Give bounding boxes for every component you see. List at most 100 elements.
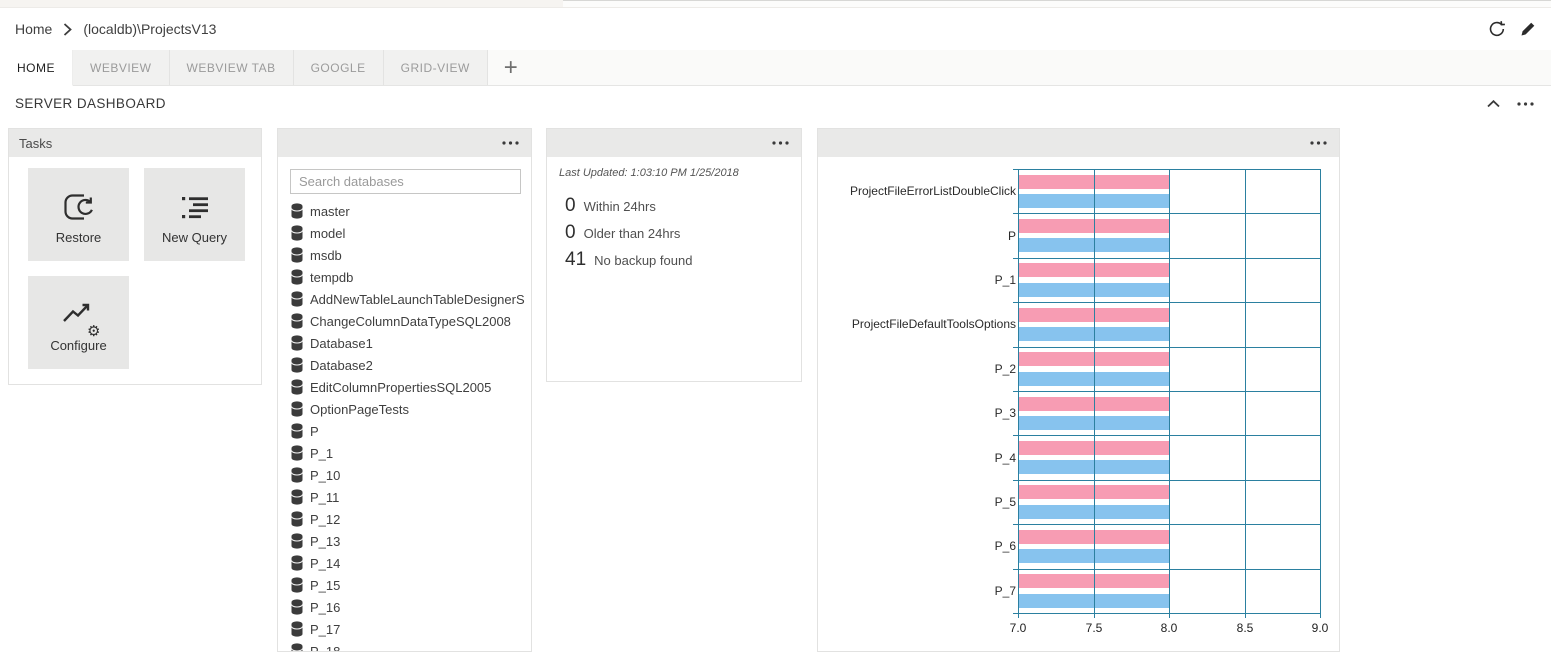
database-name: P (310, 423, 319, 439)
chart-bar-series-1 (1018, 307, 1169, 322)
database-list-item[interactable]: P_15 (278, 574, 531, 596)
chart-bar-series-1 (1018, 396, 1169, 411)
chevron-right-icon (63, 22, 73, 36)
chart-gridline-horizontal (1013, 569, 1320, 570)
database-list-item[interactable]: Database2 (278, 354, 531, 376)
chart-gridline-vertical (1245, 169, 1246, 613)
database-icon (291, 467, 303, 483)
ellipsis-icon (1310, 141, 1327, 145)
tasks-panel: Tasks Restore (8, 128, 262, 385)
tab-home[interactable]: HOME (0, 50, 73, 86)
tab-google[interactable]: GOOGLE (293, 50, 384, 85)
chart-bar-series-1 (1018, 174, 1169, 189)
database-list-item[interactable]: P_17 (278, 618, 531, 640)
database-name: P_12 (310, 511, 341, 527)
database-list-item[interactable]: P_13 (278, 530, 531, 552)
tab-bar-filler (533, 50, 1551, 85)
chart-gridline-horizontal (1013, 213, 1320, 214)
chart-panel: ProjectFileErrorListDoubleClick P P_1 Proje… (817, 128, 1340, 652)
chart-gridline-vertical (1320, 169, 1321, 613)
search-databases-input[interactable] (290, 169, 521, 194)
stat-value: 0 (565, 222, 576, 243)
tasks-panel-title: Tasks (19, 135, 53, 151)
database-list-item[interactable]: P_10 (278, 464, 531, 486)
chart-category-label: P_2 (994, 361, 1016, 376)
database-list-item[interactable]: ChangeColumnDataTypeSQL2008 (278, 310, 531, 332)
chart-axis-tick-label: 9.0 (1311, 621, 1329, 635)
configure-button[interactable]: ⚙ Configure (28, 276, 129, 369)
chart-category-label: P_3 (994, 406, 1016, 421)
database-icon (291, 269, 303, 285)
server-dashboard-header: SERVER DASHBOARD (0, 86, 1551, 121)
database-name: P_16 (310, 599, 341, 615)
add-tab-button[interactable]: + (487, 50, 534, 85)
chart-gridline-vertical (1018, 169, 1019, 613)
chart-category-label: P (1007, 228, 1016, 243)
database-list-item[interactable]: P_12 (278, 508, 531, 530)
database-icon (291, 313, 303, 329)
restore-button[interactable]: Restore (28, 168, 129, 261)
tasks-panel-header: Tasks (9, 129, 261, 157)
database-list-item[interactable]: Database1 (278, 332, 531, 354)
database-name: P_11 (310, 489, 340, 505)
tab-webview[interactable]: WEBVIEW (73, 50, 170, 85)
chart-panel-header (818, 129, 1339, 157)
breadcrumb-home-link[interactable]: Home (15, 21, 53, 37)
backup-menu-button[interactable] (770, 139, 791, 147)
tab-webview-tab[interactable]: WEBVIEW TAB (169, 50, 294, 85)
chart-bar-series-1 (1018, 352, 1169, 367)
chart-axis-tick-label: 8.0 (1160, 621, 1178, 635)
database-list-item[interactable]: P (278, 420, 531, 442)
stat-label: Within 24hrs (583, 199, 656, 214)
new-query-button[interactable]: New Query (144, 168, 245, 261)
chart-gridline-horizontal (1013, 480, 1320, 481)
database-list-item[interactable]: P_11 (278, 486, 531, 508)
window-top-strip-segment (563, 0, 1551, 7)
database-list-item[interactable]: model (278, 222, 531, 244)
database-list-item[interactable]: P_1 (278, 442, 531, 464)
database-icon (291, 357, 303, 373)
databases-menu-button[interactable] (500, 139, 521, 147)
chart-menu-button[interactable] (1308, 139, 1329, 147)
chart-axis-tick (1169, 613, 1170, 618)
chart-bar-series-1 (1018, 529, 1169, 544)
database-list-item[interactable]: P_16 (278, 596, 531, 618)
database-list-item[interactable]: P_14 (278, 552, 531, 574)
database-icon (291, 489, 303, 505)
database-list-item[interactable]: tempdb (278, 266, 531, 288)
window-top-strip (0, 0, 1551, 8)
database-name: OptionPageTests (310, 401, 410, 417)
database-list-item[interactable]: EditColumnPropertiesSQL2005 (278, 376, 531, 398)
databases-panel-header (278, 129, 531, 157)
database-list-item[interactable]: AddNewTableLaunchTableDesignerS (278, 288, 531, 310)
database-list-item[interactable]: P_18 (278, 640, 531, 651)
chart-bar-series-2 (1018, 593, 1169, 608)
chart-category-label: P_7 (994, 583, 1016, 598)
database-name: P_1 (310, 445, 334, 461)
database-list-item[interactable]: master (278, 200, 531, 222)
backup-stat-no-backup: 41 No backup found (559, 249, 789, 271)
breadcrumb: Home (localdb)\ProjectsV13 (0, 8, 1551, 50)
stat-value: 41 (565, 249, 587, 270)
backup-stat-older-24hrs: 0 Older than 24hrs (559, 222, 789, 244)
database-name: P_14 (310, 555, 341, 571)
collapse-dashboard-button[interactable] (1487, 99, 1500, 108)
database-name: Database2 (310, 357, 373, 373)
chart-bar-series-2 (1018, 504, 1169, 519)
database-icon (291, 643, 303, 651)
refresh-button[interactable] (1488, 20, 1506, 38)
tab-bar: HOME WEBVIEW WEBVIEW TAB GOOGLE GRID-VIE… (0, 50, 1551, 86)
new-query-label: New Query (161, 229, 228, 245)
chart-gridline-horizontal (1013, 347, 1320, 348)
chart-bar-series-2 (1018, 416, 1169, 430)
configure-icon: ⚙ (59, 293, 101, 338)
database-list-item[interactable]: OptionPageTests (278, 398, 531, 420)
chart-bar-series-2 (1018, 238, 1169, 253)
dashboard-menu-button[interactable] (1515, 100, 1536, 108)
chart-bar-series-2 (1018, 282, 1169, 297)
database-list-item[interactable]: msdb (278, 244, 531, 266)
edit-button[interactable] (1520, 21, 1536, 37)
database-icon (291, 423, 303, 439)
database-icon (291, 401, 303, 417)
tab-grid-view[interactable]: GRID-VIEW (383, 50, 488, 85)
